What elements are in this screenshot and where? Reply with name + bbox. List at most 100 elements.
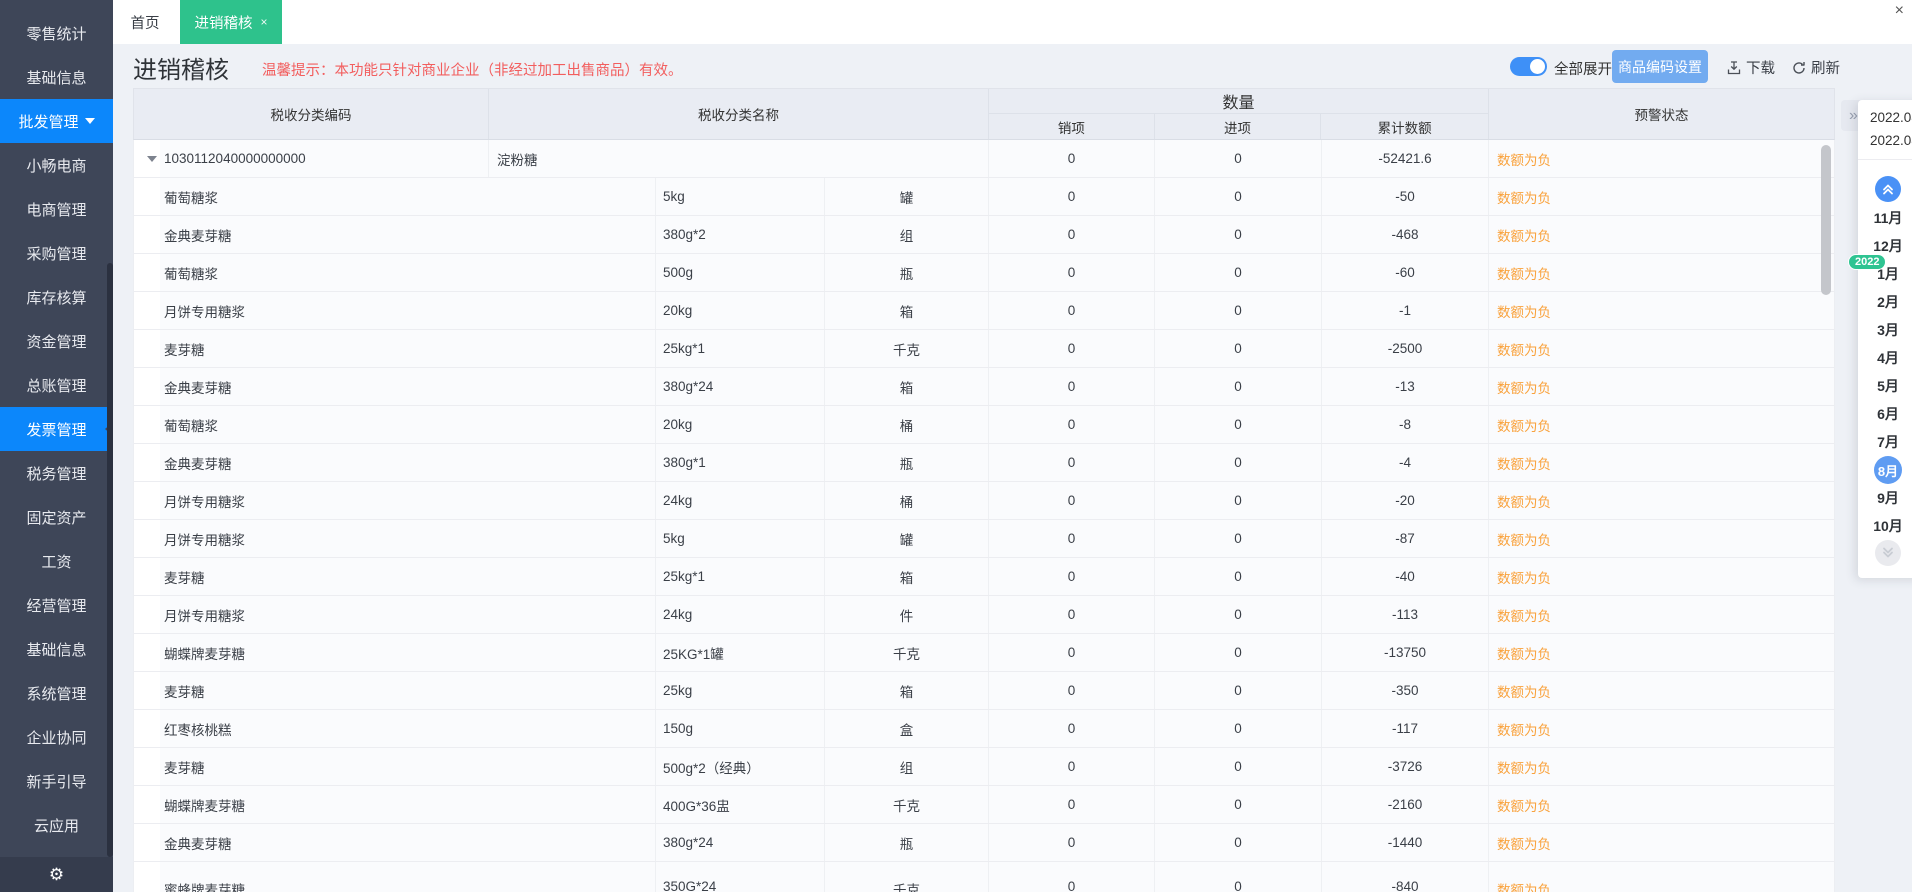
tab-active[interactable]: 进销稽核 × <box>180 0 282 44</box>
table-row[interactable]: 金典麦芽糖 380g*2 组 0 0 -468 数额为负 <box>134 216 1834 254</box>
row-gutter <box>134 672 160 709</box>
cell-name: 金典麦芽糖 <box>160 216 656 253</box>
month-item-10月[interactable]: 10月 <box>1858 512 1912 540</box>
table-row[interactable]: 蝴蝶牌麦芽糖 400G*36盅 千克 0 0 -2160 数额为负 <box>134 786 1834 824</box>
scroll-down-button[interactable] <box>1875 540 1901 566</box>
table-row[interactable]: 金典麦芽糖 380g*24 瓶 0 0 -1440 数额为负 <box>134 824 1834 862</box>
cell-cumulative: -40 <box>1322 558 1489 595</box>
refresh-button[interactable]: 刷新 <box>1792 57 1840 78</box>
table-row[interactable]: 月饼专用糖浆 24kg 桶 0 0 -20 数额为负 <box>134 482 1834 520</box>
cell-sales: 0 <box>989 596 1155 633</box>
gear-icon[interactable]: ⚙ <box>48 865 65 884</box>
cell-unit: 箱 <box>825 368 989 405</box>
date-from[interactable]: 2022.08 <box>1870 110 1912 125</box>
table-row[interactable]: 月饼专用糖浆 20kg 箱 0 0 -1 数额为负 <box>134 292 1834 330</box>
sidebar-item-采购管理[interactable]: 采购管理 <box>0 231 113 275</box>
sidebar-item-税务管理[interactable]: 税务管理 <box>0 451 113 495</box>
table-row[interactable]: 金典麦芽糖 380g*1 瓶 0 0 -4 数额为负 <box>134 444 1834 482</box>
cell-spec: 25kg*1 <box>656 330 825 367</box>
month-item-2月[interactable]: 2月 <box>1858 288 1912 316</box>
month-item-4月[interactable]: 4月 <box>1858 344 1912 372</box>
month-item-5月[interactable]: 5月 <box>1858 372 1912 400</box>
sidebar-item-label: 企业协同 <box>26 729 87 747</box>
warning-badge: 数额为负 <box>1497 190 1551 206</box>
month-item-11月[interactable]: 11月 <box>1858 204 1912 232</box>
cell-spec: 20kg <box>656 292 825 329</box>
cell-spec: 400G*36盅 <box>656 786 825 823</box>
expand-caret-icon[interactable] <box>147 155 157 162</box>
window-close-icon[interactable]: × <box>1894 2 1904 19</box>
sidebar-item-资金管理[interactable]: 资金管理 <box>0 319 113 363</box>
tab-home[interactable]: 首页 <box>130 15 160 32</box>
table-row[interactable]: 葡萄糖浆 20kg 桶 0 0 -8 数额为负 <box>134 406 1834 444</box>
scroll-up-button[interactable] <box>1875 176 1901 202</box>
cell-sales: 0 <box>989 558 1155 595</box>
sidebar-item-新手引导[interactable]: 新手引导 <box>0 759 113 803</box>
month-item-9月[interactable]: 9月 <box>1858 484 1912 512</box>
tab-close-icon[interactable]: × <box>260 15 268 29</box>
table-row[interactable]: 麦芽糖 500g*2（经典） 组 0 0 -3726 数额为负 <box>134 748 1834 786</box>
cell-purchase: 0 <box>1155 672 1322 709</box>
sidebar-item-系统管理[interactable]: 系统管理 <box>0 671 113 715</box>
table-row[interactable]: 麦芽糖 25kg 箱 0 0 -350 数额为负 <box>134 672 1834 710</box>
sidebar-item-电商管理[interactable]: 电商管理 <box>0 187 113 231</box>
page-warning: 温馨提示：本功能只针对商业企业（非经过加工出售商品）有效。 <box>262 63 683 79</box>
sidebar-item-总账管理[interactable]: 总账管理 <box>0 363 113 407</box>
table-row[interactable]: 蜜蜂牌麦芽糖 350G*24 千克 0 0 -840 数额为负 <box>134 862 1834 892</box>
sidebar-item-label: 采购管理 <box>26 245 87 263</box>
product-code-settings-button[interactable]: 商品编码设置 <box>1612 50 1708 83</box>
cell-purchase: 0 <box>1155 596 1322 633</box>
cell-name: 麦芽糖 <box>160 748 656 785</box>
cell-spec: 24kg <box>656 482 825 519</box>
cell-name: 金典麦芽糖 <box>160 824 656 861</box>
table-row-parent[interactable]: 1030112040000000000 淀粉糖 0 0 -52421.6 数额为… <box>134 140 1834 178</box>
sidebar-item-零售统计[interactable]: 零售统计 <box>0 11 113 55</box>
table-row[interactable]: 麦芽糖 25kg*1 千克 0 0 -2500 数额为负 <box>134 330 1834 368</box>
month-item-label: 4月 <box>1877 350 1899 366</box>
cell-name: 月饼专用糖浆 <box>160 596 656 633</box>
table-scrollbar[interactable] <box>1821 145 1831 295</box>
sidebar-item-云应用[interactable]: 云应用 <box>0 803 113 847</box>
sidebar-item-库存核算[interactable]: 库存核算 <box>0 275 113 319</box>
month-item-3月[interactable]: 3月 <box>1858 316 1912 344</box>
cell-purchase: 0 <box>1155 406 1322 443</box>
table-row[interactable]: 葡萄糖浆 500g 瓶 0 0 -60 数额为负 <box>134 254 1834 292</box>
table-row[interactable]: 蝴蝶牌麦芽糖 25KG*1罐 千克 0 0 -13750 数额为负 <box>134 634 1834 672</box>
date-to[interactable]: 2022.08 <box>1870 133 1912 148</box>
month-item-7月[interactable]: 7月 <box>1858 428 1912 456</box>
cell-unit: 桶 <box>825 406 989 443</box>
table-row[interactable]: 金典麦芽糖 380g*24 箱 0 0 -13 数额为负 <box>134 368 1834 406</box>
cell-sales: 0 <box>989 824 1155 861</box>
sidebar-item-批发管理[interactable]: 批发管理 <box>0 99 113 143</box>
month-item-label: 5月 <box>1877 378 1899 394</box>
cell-cumulative: -20 <box>1322 482 1489 519</box>
header-warning-status: 预警状态 <box>1634 108 1689 123</box>
warning-badge: 数额为负 <box>1497 304 1551 320</box>
table-row[interactable]: 葡萄糖浆 5kg 罐 0 0 -50 数额为负 <box>134 178 1834 216</box>
cell-code: 1030112040000000000 <box>160 140 489 177</box>
month-item-label: 9月 <box>1877 490 1899 506</box>
sidebar-item-经营管理[interactable]: 经营管理 <box>0 583 113 627</box>
sidebar-item-固定资产[interactable]: 固定资产 <box>0 495 113 539</box>
sidebar-nav: 零售统计 基础信息 批发管理 小畅电商 电商管理 采购管理 库存核算 资金管理 … <box>0 0 113 847</box>
table-row[interactable]: 麦芽糖 25kg*1 箱 0 0 -40 数额为负 <box>134 558 1834 596</box>
sidebar-item-小畅电商[interactable]: 小畅电商 <box>0 143 113 187</box>
cell-purchase: 0 <box>1155 558 1322 595</box>
sidebar-item-工资[interactable]: 工资 <box>0 539 113 583</box>
month-item-8月[interactable]: 8月 <box>1858 456 1912 484</box>
cell-unit: 盒 <box>825 710 989 747</box>
sidebar-scrollbar[interactable] <box>107 263 113 857</box>
month-item-6月[interactable]: 6月 <box>1858 400 1912 428</box>
sidebar-item-基础信息[interactable]: 基础信息 <box>0 627 113 671</box>
month-item-1月[interactable]: 1月 <box>1858 260 1912 288</box>
sidebar-item-企业协同[interactable]: 企业协同 <box>0 715 113 759</box>
expand-all-toggle[interactable] <box>1510 57 1547 76</box>
cell-sales: 0 <box>989 748 1155 785</box>
sidebar-item-基础信息[interactable]: 基础信息 <box>0 55 113 99</box>
table-row[interactable]: 月饼专用糖浆 24kg 件 0 0 -113 数额为负 <box>134 596 1834 634</box>
table-row[interactable]: 月饼专用糖浆 5kg 罐 0 0 -87 数额为负 <box>134 520 1834 558</box>
sidebar-item-发票管理[interactable]: 发票管理 <box>0 407 113 451</box>
month-item-12月[interactable]: 12月 <box>1858 232 1912 260</box>
table-row[interactable]: 红枣核桃糕 150g 盒 0 0 -117 数额为负 <box>134 710 1834 748</box>
download-button[interactable]: 下载 <box>1727 57 1775 78</box>
